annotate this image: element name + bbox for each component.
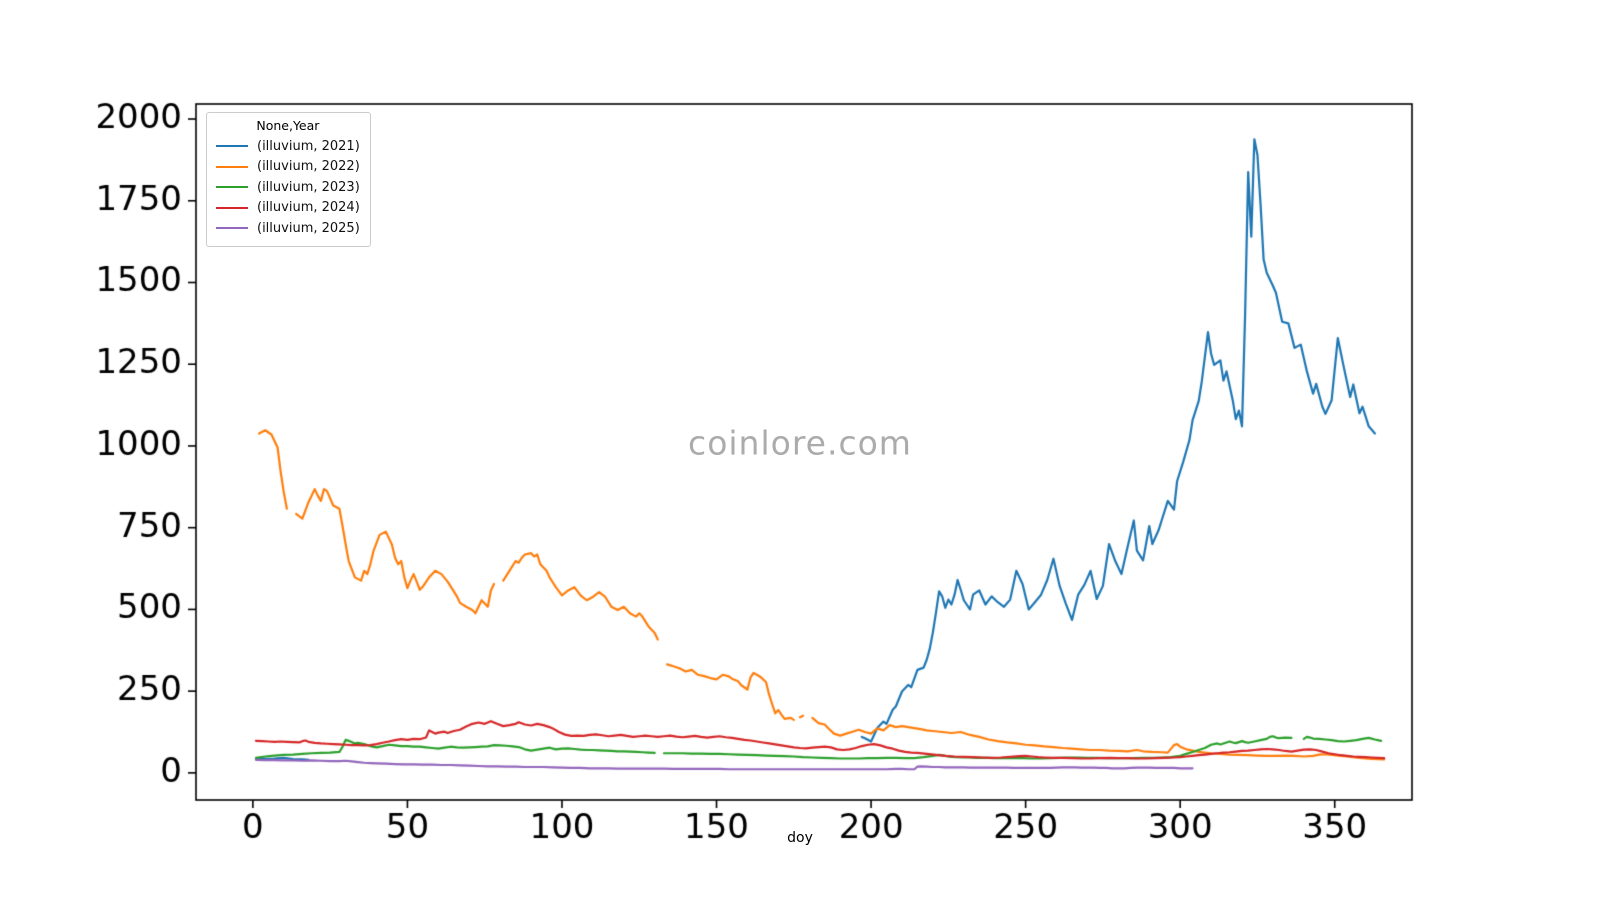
legend-box: None,Year (illuvium, 2021) (illuvium, 20… bbox=[206, 112, 371, 247]
legend-title: None,Year bbox=[256, 118, 320, 133]
legend-item-2023: (illuvium, 2023) bbox=[216, 177, 360, 198]
legend-item-2022: (illuvium, 2022) bbox=[216, 157, 360, 178]
legend-item-label: (illuvium, 2025) bbox=[257, 220, 360, 236]
legend-line-swatch bbox=[216, 186, 248, 189]
legend-item-label: (illuvium, 2023) bbox=[257, 179, 360, 195]
legend-line-swatch bbox=[216, 165, 248, 168]
legend-line-swatch bbox=[216, 206, 248, 209]
legend-item-label: (illuvium, 2022) bbox=[257, 159, 360, 175]
legend-item-2025: (illuvium, 2025) bbox=[216, 218, 360, 239]
legend-line-swatch bbox=[216, 227, 248, 230]
watermark: coinlore.com bbox=[688, 423, 912, 463]
legend-item-label: (illuvium, 2021) bbox=[257, 138, 360, 154]
legend-item-2021: (illuvium, 2021) bbox=[216, 136, 360, 157]
legend-item-2024: (illuvium, 2024) bbox=[216, 198, 360, 219]
x-axis-label: doy bbox=[787, 830, 813, 846]
legend-item-label: (illuvium, 2024) bbox=[257, 200, 360, 216]
legend-line-swatch bbox=[216, 145, 248, 148]
